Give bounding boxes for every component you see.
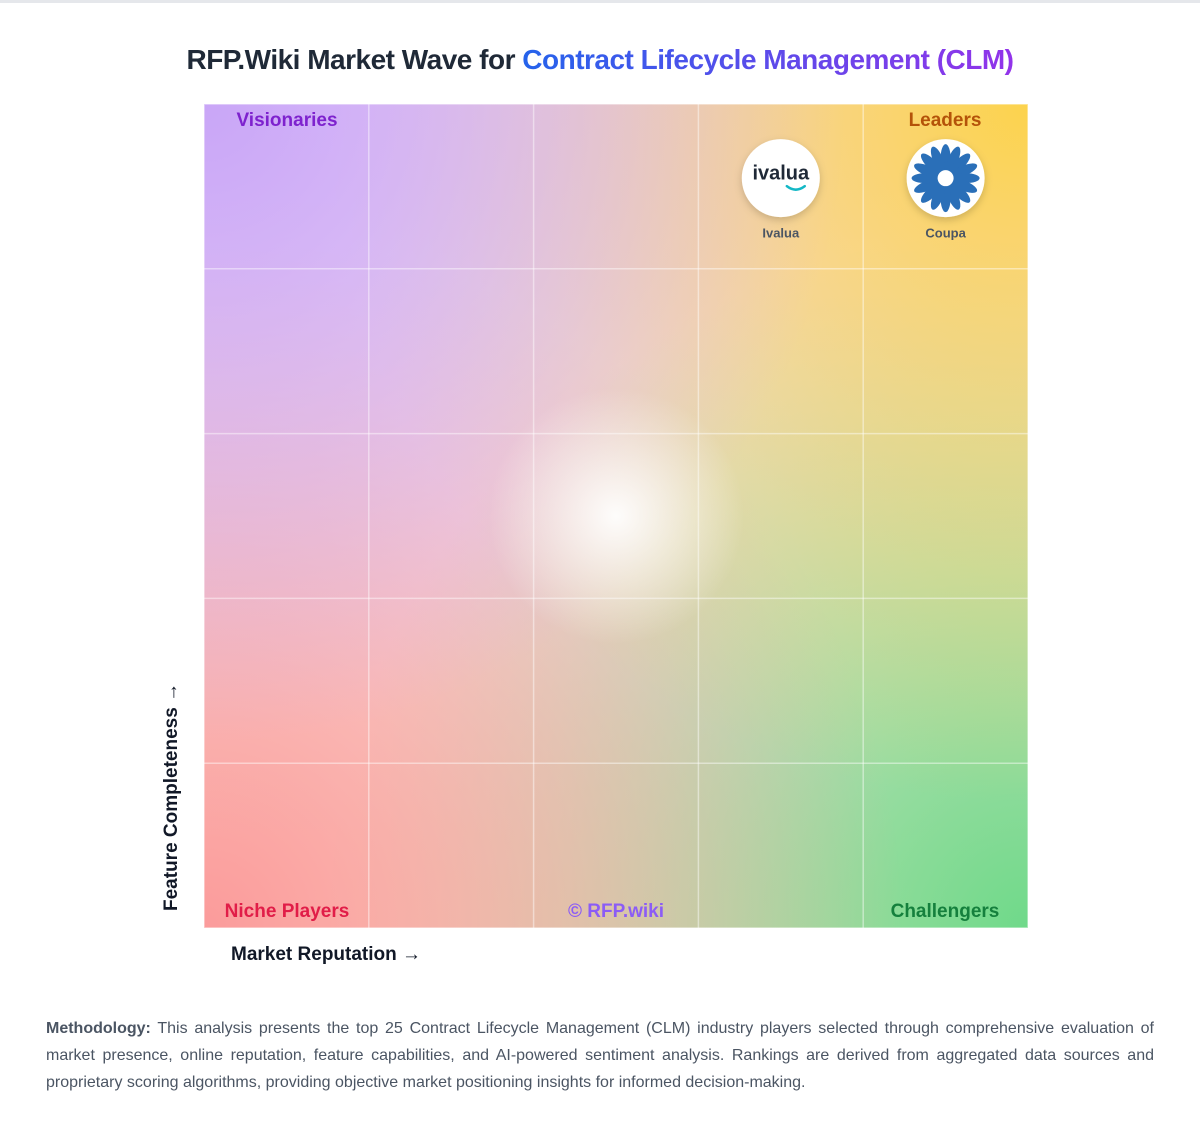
x-axis-label: Market Reputation → — [231, 944, 421, 965]
logo-petal — [930, 146, 946, 173]
logo-petal — [946, 183, 961, 210]
logo-petal — [949, 181, 971, 203]
methodology: Methodology: This analysis presents the … — [46, 1015, 1154, 1096]
logo-petal — [949, 153, 971, 175]
logo-center — [937, 170, 954, 187]
methodology-label: Methodology: — [46, 1020, 151, 1037]
plot-background — [204, 104, 1028, 928]
vendor: Coupa — [906, 139, 985, 241]
vendor-name: Coupa — [925, 226, 966, 241]
logo-petal — [920, 181, 942, 203]
logo-petal — [920, 153, 942, 175]
methodology-text: This analysis presents the top 25 Contra… — [46, 1020, 1154, 1091]
watermark: © RFP.wiki — [568, 901, 664, 922]
logo-text: ivalua — [752, 162, 810, 184]
vendor-logo — [741, 139, 820, 218]
quadrant-label: Challengers — [891, 901, 1000, 922]
logo-petal — [914, 178, 941, 193]
top-border — [0, 0, 1200, 3]
logo-petal — [951, 178, 978, 193]
logo-petal — [914, 163, 941, 178]
logo-smile — [785, 184, 807, 191]
logo-petal — [930, 183, 946, 210]
plot-border — [203, 103, 1029, 929]
title-text: RFP.Wiki Market Wave for — [186, 44, 523, 75]
y-axis-label: Feature Completeness → — [161, 683, 182, 911]
quadrant-label: Niche Players — [225, 901, 350, 922]
logo-petal — [951, 163, 978, 178]
vendor-name: Ivalua — [762, 226, 800, 241]
chart-title: RFP.Wiki Market Wave for Contract Lifecy… — [0, 44, 1200, 76]
quadrant-label: Leaders — [909, 110, 982, 131]
quadrant-label: Visionaries — [236, 110, 337, 131]
vendor: ivalua Ivalua — [741, 139, 820, 241]
logo-petal — [946, 146, 961, 173]
title-highlight: Contract Lifecycle Management (CLM) — [522, 44, 1014, 75]
